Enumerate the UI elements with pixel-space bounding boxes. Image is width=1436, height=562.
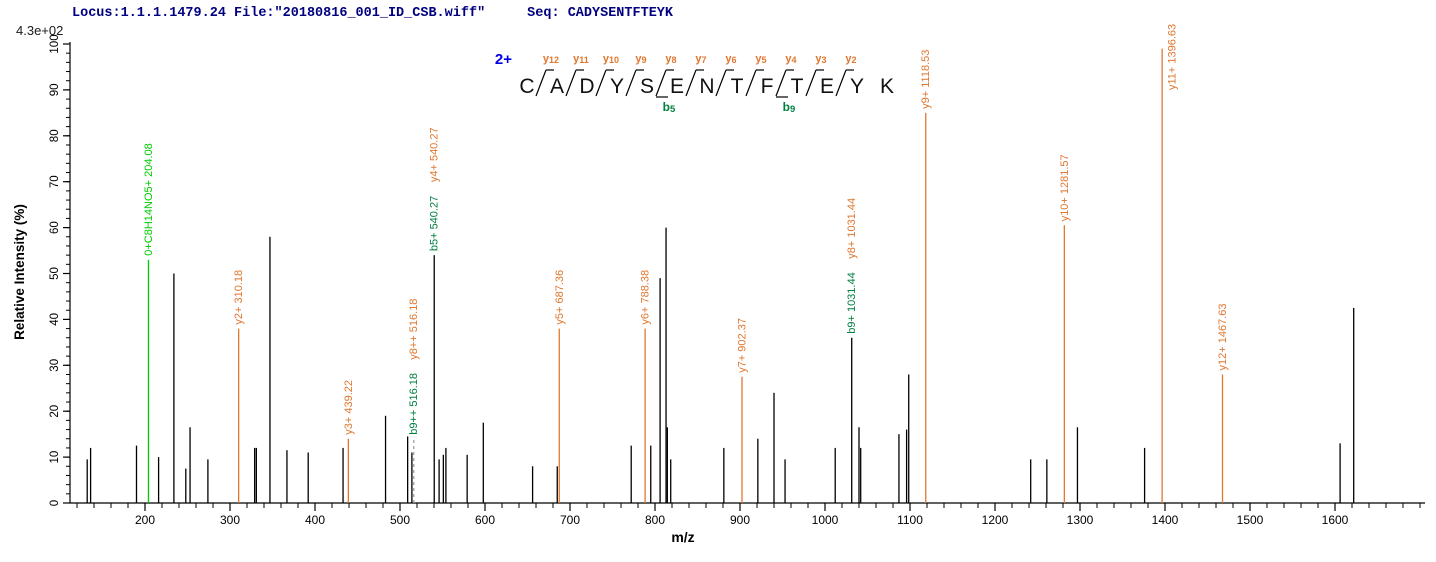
residue-letter: Y bbox=[850, 75, 864, 98]
seq-label: Seq: bbox=[527, 6, 560, 21]
y-ion-label: y9 bbox=[635, 53, 646, 65]
y-ion-label: y6 bbox=[725, 53, 736, 65]
x-tick-label: 1000 bbox=[812, 513, 839, 527]
residue-letter: D bbox=[579, 75, 594, 98]
y-ion-label: y2 bbox=[845, 53, 856, 65]
seq-value: CADYSENTFTEYK bbox=[567, 6, 674, 21]
y-tick-label: 50 bbox=[49, 267, 61, 280]
peak-label: b9+ 1031.44 bbox=[846, 272, 858, 333]
y-tick-label: 60 bbox=[49, 221, 61, 234]
y-tick-label: 80 bbox=[49, 129, 61, 142]
y-ion-label: y11 bbox=[573, 53, 589, 65]
peak-label: b9++ 516.18 bbox=[408, 373, 420, 435]
peak-label: y11+ 1396.63 bbox=[1167, 24, 1179, 90]
y-tick-label: 20 bbox=[49, 405, 61, 418]
residue-letter: F bbox=[761, 75, 774, 98]
x-tick-label: 1200 bbox=[982, 513, 1009, 527]
x-tick-label: 600 bbox=[475, 513, 495, 527]
x-tick-label: 1400 bbox=[1152, 513, 1179, 527]
precursor-charge: 2+ bbox=[495, 51, 512, 68]
peaks: 0+C8H14NO5+ 204.08 y2+ 310.18 y3+ 439.22 b9… bbox=[86, 24, 1355, 503]
peak-label: y7+ 902.37 bbox=[737, 318, 749, 373]
x-tick-label: 500 bbox=[390, 513, 410, 527]
y-tick-label: 100 bbox=[49, 34, 61, 53]
residue-letter: E bbox=[820, 75, 834, 98]
y-tick-label: 30 bbox=[49, 359, 61, 372]
peak-label: 0+C8H14NO5+ 204.08 bbox=[143, 143, 155, 256]
residue-letter: E bbox=[670, 75, 684, 98]
y-tick-label: 40 bbox=[49, 313, 61, 326]
x-tick-label: 1100 bbox=[897, 513, 923, 527]
y-ion-label: y8 bbox=[665, 53, 676, 65]
peak-label: y8++ 516.18 bbox=[408, 299, 420, 360]
peak-label: y8+ 1031.44 bbox=[846, 198, 858, 259]
cleavage-slash bbox=[745, 69, 757, 97]
residue-letter: C bbox=[519, 75, 534, 98]
peak-label: y5+ 687.36 bbox=[554, 270, 566, 325]
x-tick-label: 1500 bbox=[1237, 513, 1264, 527]
cleavage-slash bbox=[595, 69, 607, 97]
x-tick-label: 1600 bbox=[1322, 513, 1349, 527]
x-tick-label: 700 bbox=[560, 513, 580, 527]
peak-label: y10+ 1281.57 bbox=[1059, 154, 1071, 221]
y-tick-label: 0 bbox=[49, 500, 61, 506]
residue-letter: T bbox=[731, 75, 744, 98]
residue-letter: T bbox=[791, 75, 804, 98]
x-tick-label: 1300 bbox=[1067, 513, 1094, 527]
y-tick-label: 90 bbox=[49, 84, 61, 97]
max-intensity-label: 4.3e+02 bbox=[16, 23, 64, 38]
x-tick-label: 800 bbox=[645, 513, 665, 527]
cleavage-slash bbox=[565, 69, 577, 97]
sequence-label-group: Seq: CADYSENTFTEYK bbox=[527, 6, 673, 21]
y-tick-label: 70 bbox=[49, 175, 61, 188]
cleavage-slash bbox=[685, 69, 697, 97]
y-tick-label: 10 bbox=[49, 451, 61, 464]
peak-label: b5+ 540.27 bbox=[429, 196, 441, 251]
cleavage-slash bbox=[805, 69, 817, 97]
residue-letter: S bbox=[640, 75, 654, 98]
peak-label: y6+ 788.38 bbox=[640, 270, 652, 325]
axes: 200 300 400 500 600 700 800 900 1000 1100 1200 1300… bbox=[49, 34, 1425, 527]
cleavage-slash bbox=[655, 69, 667, 97]
peak-label: y3+ 439.22 bbox=[343, 380, 355, 435]
x-tick-label: 400 bbox=[305, 513, 325, 527]
b-ion-label: b5 bbox=[663, 100, 676, 115]
peak-label: y12+ 1467.63 bbox=[1217, 303, 1229, 370]
y-ion-label: y4 bbox=[785, 53, 796, 65]
y-ion-label: y5 bbox=[755, 53, 766, 65]
y-ion-label: y7 bbox=[695, 53, 706, 65]
b-ion-label: b9 bbox=[783, 100, 796, 115]
y-ion-label: y12 bbox=[543, 53, 559, 65]
cleavage-slash bbox=[775, 69, 787, 97]
residue-letter: N bbox=[699, 75, 714, 98]
y-axis-title: Relative Intensity (%) bbox=[12, 204, 27, 340]
locus-file-text: Locus:1.1.1.1479.24 File:"20180816_001_I… bbox=[72, 6, 486, 21]
x-tick-label: 300 bbox=[220, 513, 240, 527]
residue-letter: K bbox=[880, 75, 894, 98]
cleavage-slash bbox=[835, 69, 847, 97]
y-ion-label: y3 bbox=[815, 53, 826, 65]
residue-letter: Y bbox=[610, 75, 624, 98]
residue-letter: A bbox=[550, 75, 564, 98]
cleavage-slash bbox=[715, 69, 727, 97]
x-axis-title: m/z bbox=[671, 529, 694, 545]
peak-label: y4+ 540.27 bbox=[429, 127, 441, 182]
peak-label: y2+ 310.18 bbox=[233, 270, 245, 325]
cleavage-slash bbox=[625, 69, 637, 97]
y-ion-label: y10 bbox=[603, 53, 619, 65]
x-tick-label: 200 bbox=[135, 513, 155, 527]
header-bar: Locus:1.1.1.1479.24 File:"20180816_001_I… bbox=[72, 6, 673, 21]
peak-label: y9+ 1118.53 bbox=[920, 50, 932, 109]
cleavage-slash bbox=[535, 69, 547, 97]
x-tick-label: 900 bbox=[730, 513, 750, 527]
